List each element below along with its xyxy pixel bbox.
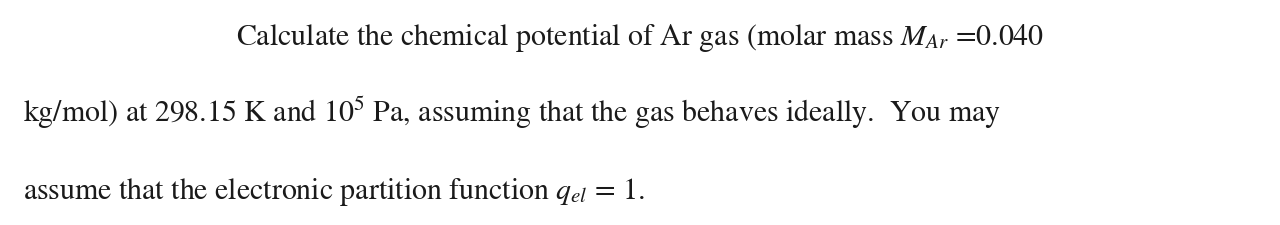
Text: Calculate the chemical potential of Ar gas (molar mass $M_{Ar}$ =0.040: Calculate the chemical potential of Ar g… <box>236 22 1044 54</box>
Text: kg/mol) at 298.15 K and $10^5$ Pa, assuming that the gas behaves ideally.  You m: kg/mol) at 298.15 K and $10^5$ Pa, assum… <box>23 94 1001 130</box>
Text: assume that the electronic partition function $q_{el}$ = 1.: assume that the electronic partition fun… <box>23 175 645 207</box>
